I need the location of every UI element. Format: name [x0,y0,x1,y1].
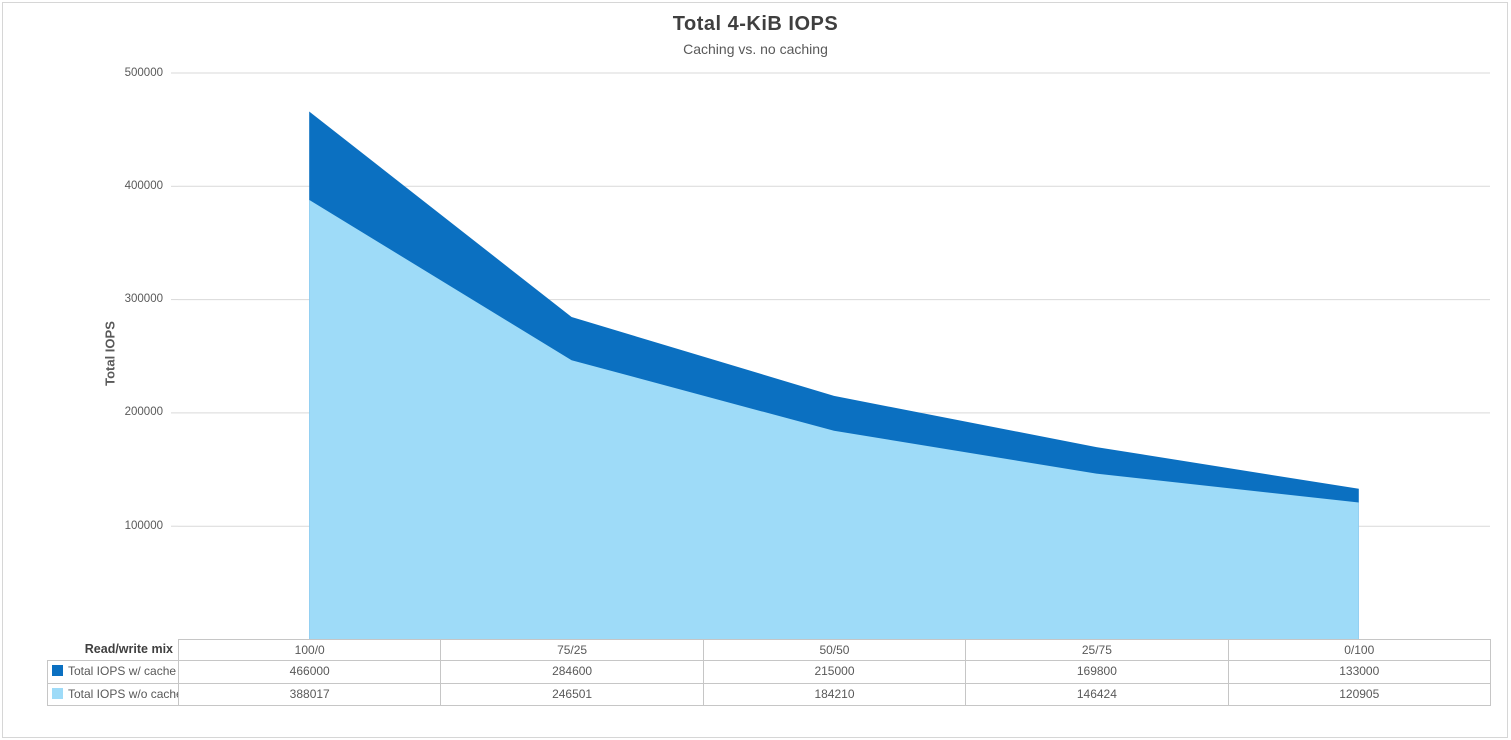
value-cell: 133000 [1228,661,1491,684]
value-cell: 246501 [441,683,704,707]
value-cell: 184210 [703,683,967,707]
category-cell: 50/50 [703,639,967,662]
y-axis-tick-label: 500000 [124,66,163,79]
row-header-read-write-mix: Read/write mix [47,639,179,662]
legend-row-with-cache: Total IOPS w/ cache [47,661,179,684]
chart-subtitle: Caching vs. no caching [683,41,828,57]
area-series-1 [309,199,1359,640]
y-axis-tick-label: 100000 [124,519,163,532]
legend-swatch-with-cache-icon [52,665,63,677]
value-cell: 284600 [441,661,704,684]
value-cell: 466000 [179,661,442,684]
value-cell: 169800 [966,661,1229,684]
series-label: Total IOPS w/o cache [68,686,179,701]
value-cell: 146424 [966,683,1229,707]
chart-title: Total 4-KiB IOPS [672,13,839,35]
y-axis-tick-label: 200000 [124,406,163,419]
legend-swatch-without-cache-icon [52,687,63,699]
value-cell: 120905 [1228,683,1491,707]
series-label: Total IOPS w/ cache [68,664,177,679]
category-cell: 75/25 [441,639,704,662]
value-cell: 388017 [179,683,442,707]
category-cell: 25/75 [966,639,1229,662]
category-cell: 100/0 [179,639,442,662]
y-axis-tick-label: 300000 [124,293,163,306]
value-cell: 215000 [703,661,967,684]
legend-row-without-cache: Total IOPS w/o cache [47,683,179,707]
data-table: Read/write mix 100/0 75/25 50/50 25/75 0… [47,639,1491,707]
y-axis-tick-label: 400000 [124,179,163,192]
category-cell: 0/100 [1228,639,1491,662]
